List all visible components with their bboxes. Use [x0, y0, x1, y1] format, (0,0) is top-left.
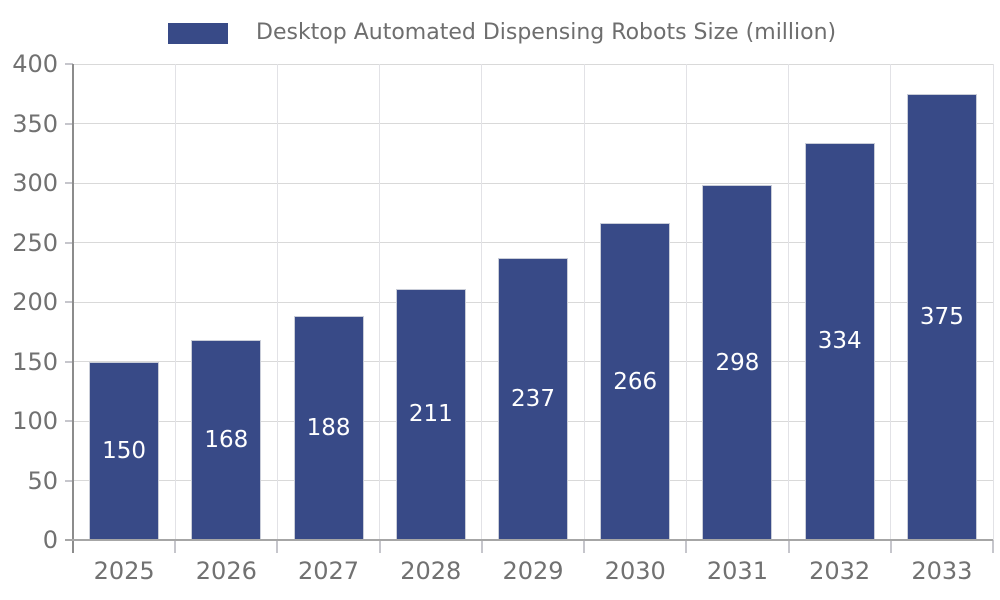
y-axis-line — [72, 64, 74, 553]
bar-value-label: 334 — [817, 328, 862, 355]
x-tick-mark — [378, 540, 381, 553]
y-gridline — [73, 63, 993, 65]
legend-swatch — [168, 22, 228, 44]
x-gridline — [992, 64, 994, 540]
x-gridline — [276, 64, 278, 540]
x-tick-label: 2030 — [604, 557, 666, 585]
y-tick-label: 100 — [12, 407, 58, 435]
y-gridline — [73, 123, 993, 124]
x-tick-mark — [276, 540, 279, 553]
y-tick-label: 350 — [12, 109, 58, 138]
y-tick-label: 400 — [12, 50, 58, 78]
bar — [293, 316, 364, 540]
x-gridline — [685, 64, 687, 540]
y-tick-label: 0 — [42, 526, 58, 554]
bar-value-label: 375 — [919, 303, 964, 330]
y-tick-label: 200 — [12, 288, 58, 316]
y-gridline — [73, 242, 993, 243]
x-tick-label: 2028 — [400, 557, 462, 585]
x-gridline — [890, 64, 892, 540]
y-tick-label: 300 — [12, 169, 58, 197]
x-tick-label: 2026 — [195, 557, 257, 585]
y-tick-mark — [65, 479, 73, 482]
x-gridline — [379, 64, 381, 540]
x-gridline — [583, 64, 585, 540]
x-tick-label: 2031 — [706, 557, 768, 585]
x-gridline — [788, 64, 790, 540]
y-tick-label: 250 — [12, 228, 58, 257]
x-tick-mark — [992, 540, 994, 553]
x-tick-mark — [480, 540, 483, 553]
x-gridline — [481, 64, 483, 540]
y-gridline — [73, 182, 993, 184]
y-tick-label: 150 — [12, 347, 58, 376]
bar — [498, 257, 568, 540]
y-tick-mark — [65, 63, 73, 65]
bar-value-label: 266 — [613, 368, 658, 395]
y-tick-mark — [65, 182, 73, 184]
bar — [702, 185, 773, 540]
y-tick-mark — [65, 241, 73, 244]
bar — [804, 142, 875, 540]
x-tick-mark — [685, 540, 688, 553]
bar — [395, 288, 466, 540]
x-tick-mark — [174, 540, 177, 553]
y-tick-mark — [65, 420, 73, 422]
bar-value-label: 188 — [306, 415, 351, 442]
bar — [906, 93, 977, 540]
bar-value-label: 211 — [408, 401, 453, 428]
y-tick-label: 50 — [27, 466, 58, 495]
y-tick-mark — [65, 301, 73, 303]
x-axis-line — [65, 539, 993, 541]
x-tick-mark — [583, 540, 586, 553]
y-tick-mark — [65, 122, 73, 125]
x-tick-label: 2025 — [93, 557, 155, 585]
bar-value-label: 168 — [204, 427, 249, 454]
x-tick-label: 2032 — [809, 557, 871, 585]
bar-value-label: 237 — [511, 385, 555, 412]
bar-value-label: 150 — [102, 437, 147, 464]
x-tick-mark — [787, 540, 790, 553]
bar — [89, 361, 160, 540]
bar — [191, 340, 262, 540]
legend-label: Desktop Automated Dispensing Robots Size… — [256, 20, 837, 45]
legend: Desktop Automated Dispensing Robots Size… — [168, 18, 836, 48]
x-tick-label: 2029 — [502, 557, 564, 585]
x-tick-mark — [889, 540, 892, 553]
y-tick-mark — [65, 360, 73, 363]
bar-value-label: 298 — [715, 349, 760, 376]
x-gridline — [174, 64, 176, 540]
bar — [600, 223, 671, 540]
x-tick-label: 2027 — [298, 557, 360, 585]
x-tick-label: 2033 — [911, 557, 973, 585]
